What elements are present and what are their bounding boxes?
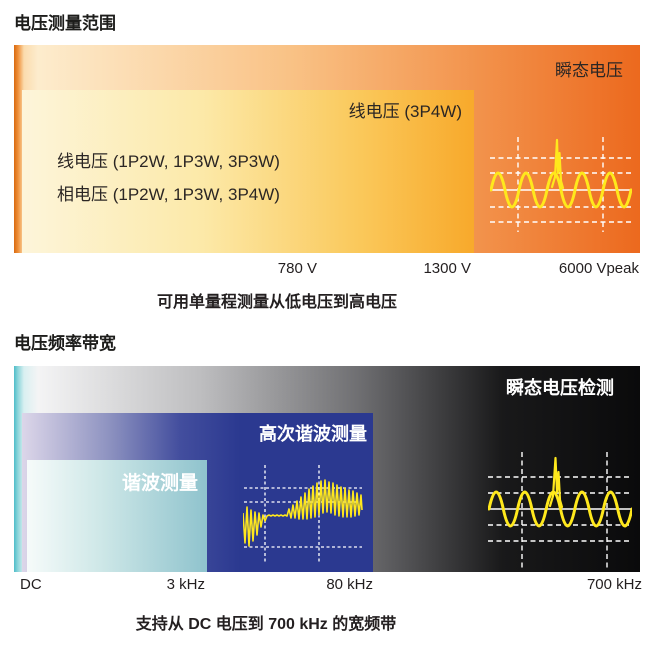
tick-dc: DC (20, 576, 42, 593)
tick-780v: 780 V (277, 260, 317, 277)
harmonic-label: 谐波测量 (121, 473, 198, 494)
transient-voltage-label: 瞬态电压 (555, 61, 623, 80)
sine-spike-waveform-icon (490, 137, 632, 232)
frequency-band-caption: 支持从 DC 电压到 700 kHz 的宽频带 (135, 616, 397, 633)
high-harmonic-label: 高次谐波测量 (259, 424, 367, 444)
line-voltage-3p4w-range-bar (22, 90, 474, 253)
voltage-range-title: 电压测量范围 (14, 14, 116, 33)
line-voltage-label: 线电压 (1P2W, 1P3W, 3P3W) (57, 152, 280, 171)
voltage-range-caption: 可用单量程测量从低电压到高电压 (156, 294, 397, 311)
transient-detect-label: 瞬态电压检测 (506, 378, 614, 398)
phase-voltage-label: 相电压 (1P2W, 1P3W, 3P4W) (57, 185, 280, 204)
tick-80khz: 80 kHz (326, 576, 373, 593)
tick-700khz: 700 kHz (586, 576, 642, 593)
sine-spike-waveform-icon (488, 452, 632, 568)
tick-3khz: 3 kHz (166, 576, 205, 593)
harmonic-band-bar (27, 460, 207, 572)
line-voltage-3p4w-label: 线电压 (3P4W) (348, 102, 462, 121)
harmonic-burst-waveform-icon (243, 465, 363, 563)
tick-1300v: 1300 V (423, 260, 471, 277)
tick-6000vpeak: 6000 Vpeak (558, 260, 639, 277)
frequency-band-title: 电压频率带宽 (14, 334, 116, 353)
